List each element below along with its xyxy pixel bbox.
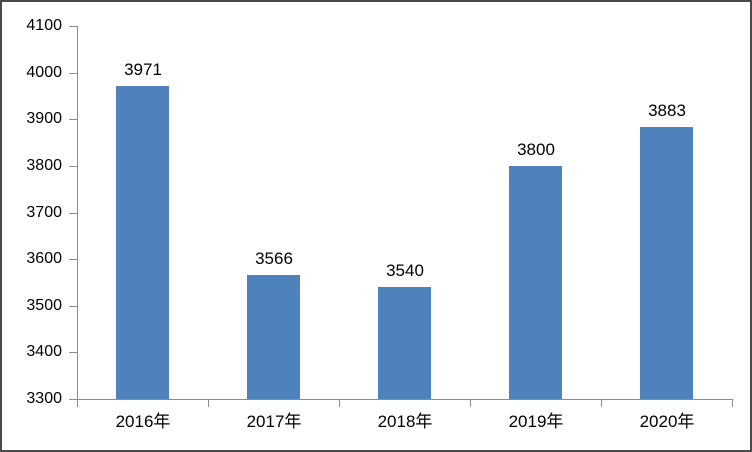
y-axis-tick-label: 3800 — [26, 157, 62, 174]
y-axis-tick — [69, 166, 77, 167]
y-axis-tick — [69, 259, 77, 260]
bar-value-label: 3800 — [517, 140, 555, 159]
bar-value-label: 3540 — [386, 261, 424, 280]
x-axis-tick — [601, 399, 602, 407]
y-axis-tick — [69, 119, 77, 120]
x-axis-category-label: 2019年 — [508, 412, 564, 431]
x-axis-tick — [732, 399, 733, 407]
y-axis-tick — [69, 399, 77, 400]
x-axis-tick — [339, 399, 340, 407]
y-axis-tick-label: 4100 — [26, 17, 62, 34]
bar-2016年 — [116, 86, 169, 399]
x-axis-category-label: 2020年 — [639, 412, 695, 431]
bar-2017年 — [247, 275, 300, 399]
y-axis-tick — [69, 352, 77, 353]
y-axis-tick-label: 3500 — [26, 297, 62, 314]
bar-2018年 — [378, 287, 431, 399]
x-axis-tick — [470, 399, 471, 407]
x-axis-line — [77, 399, 733, 400]
bar-value-label: 3566 — [255, 249, 293, 268]
y-axis-tick-label: 3400 — [26, 343, 62, 360]
y-axis-tick-label: 3700 — [26, 204, 62, 221]
x-axis-tick — [208, 399, 209, 407]
bar-value-label: 3883 — [648, 101, 686, 120]
y-axis-tick — [69, 213, 77, 214]
y-axis-tick — [69, 73, 77, 74]
bar-2020年 — [640, 127, 693, 399]
bar-2019年 — [509, 166, 562, 399]
bar-value-label: 3971 — [124, 60, 162, 79]
y-axis-tick-label: 3600 — [26, 250, 62, 267]
y-axis-tick-label: 4000 — [26, 64, 62, 81]
x-axis-category-label: 2018年 — [377, 412, 433, 431]
y-axis-tick-label: 3300 — [26, 390, 62, 407]
x-axis-tick — [77, 399, 78, 407]
y-axis-line — [77, 26, 78, 400]
y-axis-tick-label: 3900 — [26, 110, 62, 127]
y-axis-tick — [69, 306, 77, 307]
x-axis-category-label: 2016年 — [115, 412, 171, 431]
y-axis-tick — [69, 26, 77, 27]
x-axis-category-label: 2017年 — [246, 412, 302, 431]
